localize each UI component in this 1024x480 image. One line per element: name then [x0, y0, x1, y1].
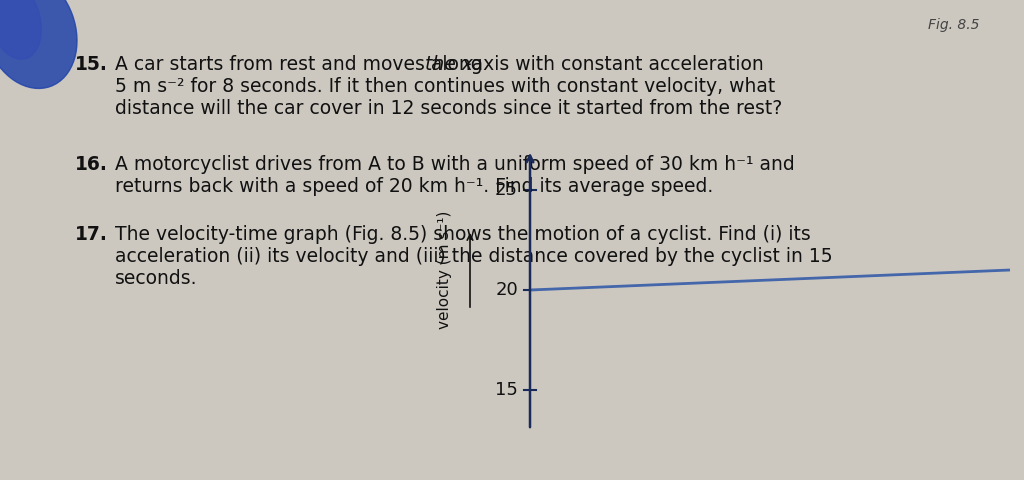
Text: velocity (m s⁻¹): velocity (m s⁻¹) [437, 211, 453, 329]
Text: The velocity-time graph (Fig. 8.5) shows the motion of a cyclist. Find (i) its: The velocity-time graph (Fig. 8.5) shows… [115, 225, 811, 244]
Text: returns back with a speed of 20 km h⁻¹. Find its average speed.: returns back with a speed of 20 km h⁻¹. … [115, 177, 714, 196]
Text: -axis with constant acceleration: -axis with constant acceleration [465, 55, 764, 74]
Text: acceleration (ii) its velocity and (iii) the distance covered by the cyclist in : acceleration (ii) its velocity and (iii)… [115, 247, 833, 266]
Ellipse shape [0, 0, 41, 59]
Text: seconds.: seconds. [115, 269, 198, 288]
Text: 20: 20 [496, 281, 518, 299]
Text: 17.: 17. [75, 225, 108, 244]
Text: the x: the x [425, 55, 473, 74]
Ellipse shape [0, 0, 77, 88]
Text: 15: 15 [496, 381, 518, 399]
Text: 15.: 15. [75, 55, 108, 74]
Text: A motorcyclist drives from A to B with a uniform speed of 30 km h⁻¹ and: A motorcyclist drives from A to B with a… [115, 155, 795, 174]
Text: Fig. 8.5: Fig. 8.5 [929, 18, 980, 32]
Text: 25: 25 [495, 181, 518, 199]
Text: A car starts from rest and moves along: A car starts from rest and moves along [115, 55, 488, 74]
Text: 16.: 16. [75, 155, 108, 174]
Text: 5 m s⁻² for 8 seconds. If it then continues with constant velocity, what: 5 m s⁻² for 8 seconds. If it then contin… [115, 77, 775, 96]
Text: distance will the car cover in 12 seconds since it started from the rest?: distance will the car cover in 12 second… [115, 99, 782, 118]
